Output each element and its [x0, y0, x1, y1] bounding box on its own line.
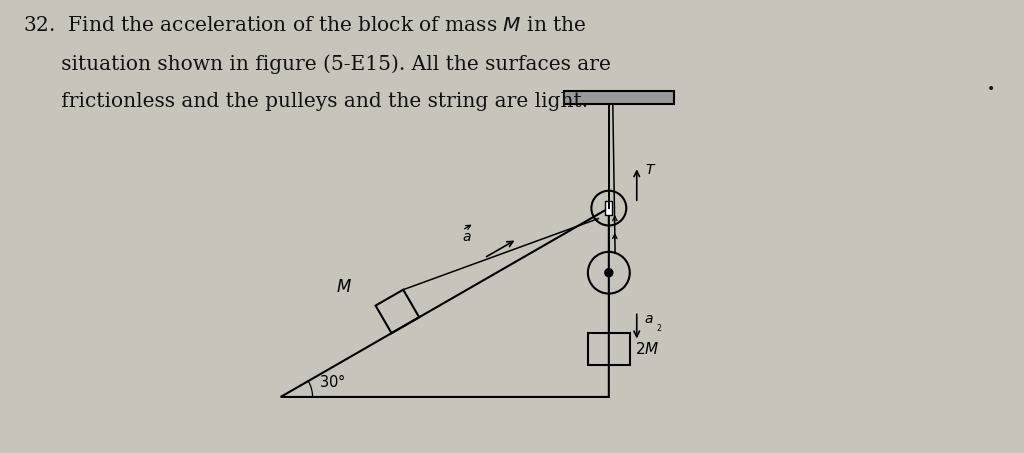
Text: $a$: $a$: [644, 313, 653, 327]
Text: $2M$: $2M$: [635, 341, 659, 357]
Bar: [605, 201, 612, 215]
Text: situation shown in figure (5-E15). All the surfaces are: situation shown in figure (5-E15). All t…: [24, 54, 611, 74]
Circle shape: [605, 269, 612, 277]
Text: $M$: $M$: [336, 279, 351, 296]
Text: •: •: [987, 82, 995, 96]
Bar: [564, 91, 674, 104]
Text: $T$: $T$: [645, 164, 656, 177]
Text: 32.  Find the acceleration of the block of mass $M$ in the: 32. Find the acceleration of the block o…: [24, 16, 587, 35]
Text: $_{2}$: $_{2}$: [655, 322, 662, 335]
Text: $30°$: $30°$: [318, 373, 345, 390]
Text: $a$: $a$: [462, 230, 472, 244]
Text: frictionless and the pulleys and the string are light.: frictionless and the pulleys and the str…: [24, 92, 589, 111]
Bar: [588, 333, 630, 365]
